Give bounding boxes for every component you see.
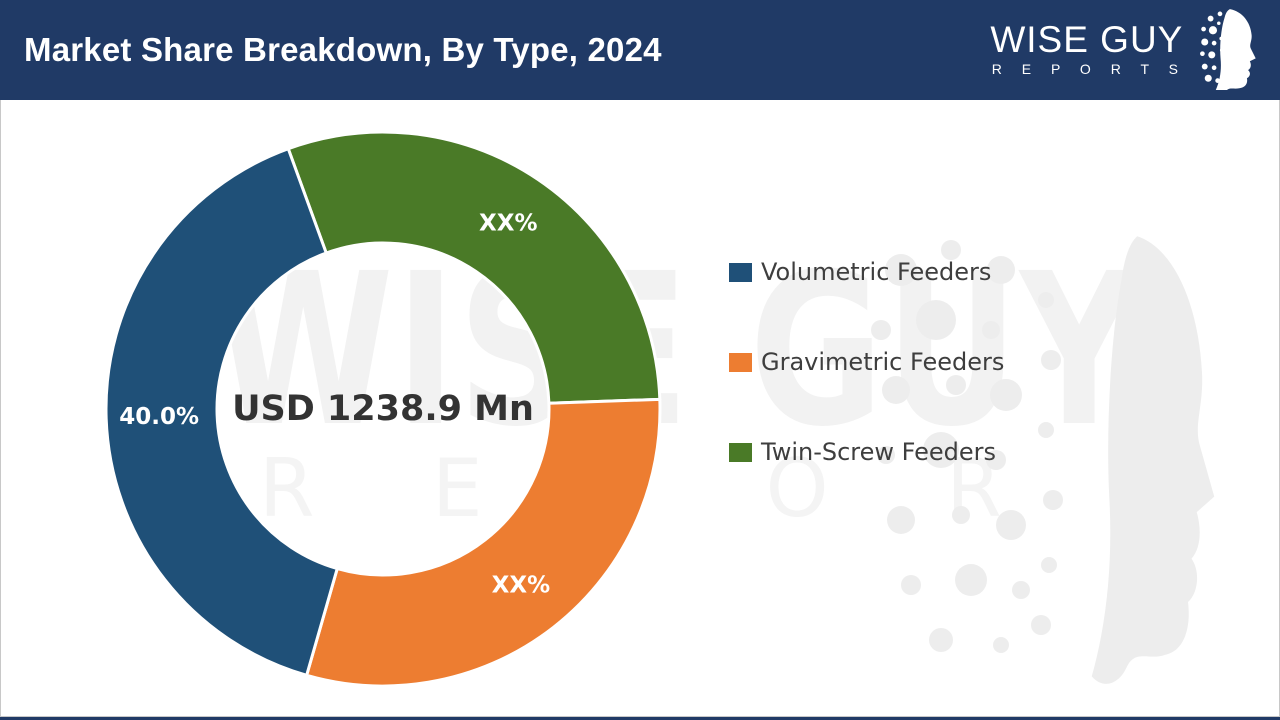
slice-label: XX% — [492, 573, 551, 599]
footer-bar — [0, 717, 1280, 720]
watermark-face-icon — [871, 236, 1215, 684]
legend-item: Gravimetric Feeders — [729, 348, 1004, 376]
legend-item: Twin-Screw Feeders — [729, 438, 1004, 466]
wiseguy-face-icon — [1200, 9, 1256, 90]
wiseguy-logo: WISE GUY R E P O R T S — [988, 8, 1266, 90]
donut-slice-gravimetric-feeders — [305, 397, 662, 688]
chart-area: WISE GUY R E P O R T S XX% XX% 40.0% USD — [0, 100, 1280, 716]
header: Market Share Breakdown, By Type, 2024 WI… — [0, 0, 1280, 100]
chart-legend: Volumetric Feeders Gravimetric Feeders Twi… — [729, 258, 1004, 528]
slice-label: XX% — [479, 210, 538, 236]
donut-slice-twin-screw-feeders — [286, 130, 662, 405]
legend-label: Volumetric Feeders — [761, 258, 992, 286]
legend-swatch — [729, 442, 752, 462]
legend-swatch — [729, 262, 752, 282]
watermark-text: WISE GUY — [213, 228, 1141, 473]
wiseguy-logo-text: WISE GUY R E P O R T S — [988, 19, 1186, 78]
donut-slice-volumetric-feeders — [104, 147, 339, 677]
page-title: Market Share Breakdown, By Type, 2024 — [24, 31, 662, 68]
donut-chart: XX% XX% 40.0% — [104, 130, 662, 688]
legend-label: Gravimetric Feeders — [761, 348, 1005, 376]
slice-label: 40.0% — [119, 404, 199, 430]
legend-label: Twin-Screw Feeders — [761, 438, 997, 466]
wiseguy-logo-reports: R E P O R T S — [991, 61, 1186, 77]
wiseguy-logo-name: WISE GUY — [990, 19, 1184, 60]
donut-center-value: USD 1238.9 Mn — [232, 389, 534, 429]
footer-divider — [0, 716, 1280, 717]
legend-swatch — [729, 352, 752, 372]
legend-item: Volumetric Feeders — [729, 258, 1004, 286]
